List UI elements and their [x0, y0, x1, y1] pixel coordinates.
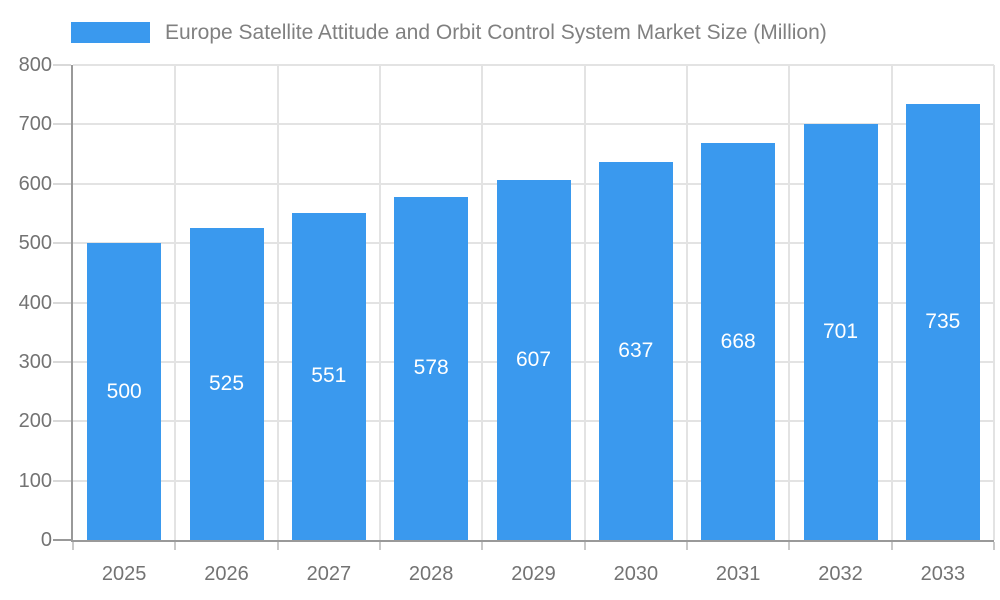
bar-value-label: 551: [311, 364, 347, 388]
y-axis-tick-label: 300: [18, 350, 52, 373]
x-axis-tick-label: 2030: [613, 563, 659, 585]
x-axis-tick: [72, 542, 74, 550]
gridline-horizontal: [73, 123, 994, 126]
y-axis-tick-label: 600: [18, 172, 52, 195]
x-axis-tick-label: 2026: [204, 563, 249, 585]
y-axis-tick-label: 800: [18, 54, 52, 76]
bar: [496, 179, 571, 540]
x-axis-tick-label: 2027: [306, 563, 352, 585]
bar: [905, 103, 980, 540]
y-axis-tick-label: 100: [18, 469, 52, 492]
x-axis-tick: [481, 542, 484, 550]
y-axis-tick-label: 700: [18, 113, 52, 136]
bar: [701, 143, 776, 540]
bar: [291, 212, 366, 540]
gridline-vertical: [583, 65, 586, 540]
bar-value-label: 701: [822, 319, 859, 343]
x-axis-tick: [379, 542, 381, 550]
y-axis-line: [71, 65, 73, 542]
bar: [598, 161, 673, 540]
y-axis-tick-label: 0: [40, 529, 52, 551]
gridline-vertical: [788, 65, 791, 540]
bar-value-label: 500: [106, 379, 142, 403]
chart-title: Europe Satellite Attitude and Orbit Cont…: [165, 20, 827, 44]
bar: [87, 243, 162, 540]
x-axis-line: [71, 540, 994, 542]
bar-value-label: 668: [720, 329, 756, 353]
x-axis-tick-label: 2031: [715, 563, 761, 585]
y-axis-tick: [53, 420, 71, 423]
gridline-vertical: [379, 65, 381, 540]
legend-swatch: [71, 22, 150, 43]
x-axis-tick-label: 2025: [101, 563, 147, 585]
y-axis-tick-label: 200: [18, 410, 52, 433]
plot-area: 500 525 551 578 607 637 668 701 735: [53, 64, 995, 550]
x-axis-tick-label: 2028: [408, 563, 454, 585]
gridline-vertical: [686, 65, 688, 540]
bar: [803, 123, 878, 540]
gridline-vertical: [890, 65, 893, 540]
y-axis-tick: [53, 123, 71, 126]
x-axis-tick-label: 2033: [920, 563, 966, 585]
bar: [189, 228, 264, 540]
bar-value-label: 637: [618, 338, 654, 362]
bar: [394, 196, 469, 540]
y-axis-tick: [53, 242, 71, 245]
gridline-vertical: [174, 65, 177, 540]
x-axis-tick: [174, 542, 177, 550]
y-axis-tick: [53, 301, 71, 304]
bar-value-label: 735: [925, 309, 961, 333]
bar-value-label: 525: [208, 372, 245, 396]
x-axis-tick: [686, 542, 688, 550]
x-axis-tick: [583, 542, 586, 550]
gridline-vertical: [993, 65, 995, 540]
y-axis-tick: [53, 182, 71, 185]
x-axis-tick-label: 2029: [511, 563, 556, 585]
y-axis-tick: [53, 64, 71, 66]
y-axis-tick: [53, 539, 71, 541]
bar-value-label: 578: [413, 356, 449, 380]
y-axis-tick: [53, 479, 71, 482]
y-axis-tick: [53, 360, 71, 363]
gridline-horizontal: [73, 64, 994, 66]
x-axis-tick: [788, 542, 791, 550]
gridline-vertical: [276, 65, 279, 540]
x-axis-tick-label: 2032: [818, 563, 863, 585]
gridline-vertical: [481, 65, 484, 540]
y-axis-tick-label: 400: [18, 291, 52, 314]
x-axis-tick: [993, 542, 995, 550]
x-axis-tick: [276, 542, 279, 550]
y-axis-tick-label: 500: [18, 232, 52, 255]
legend: Europe Satellite Attitude and Orbit Cont…: [71, 20, 827, 45]
bar-value-label: 607: [515, 347, 552, 371]
x-axis-tick: [890, 542, 893, 550]
